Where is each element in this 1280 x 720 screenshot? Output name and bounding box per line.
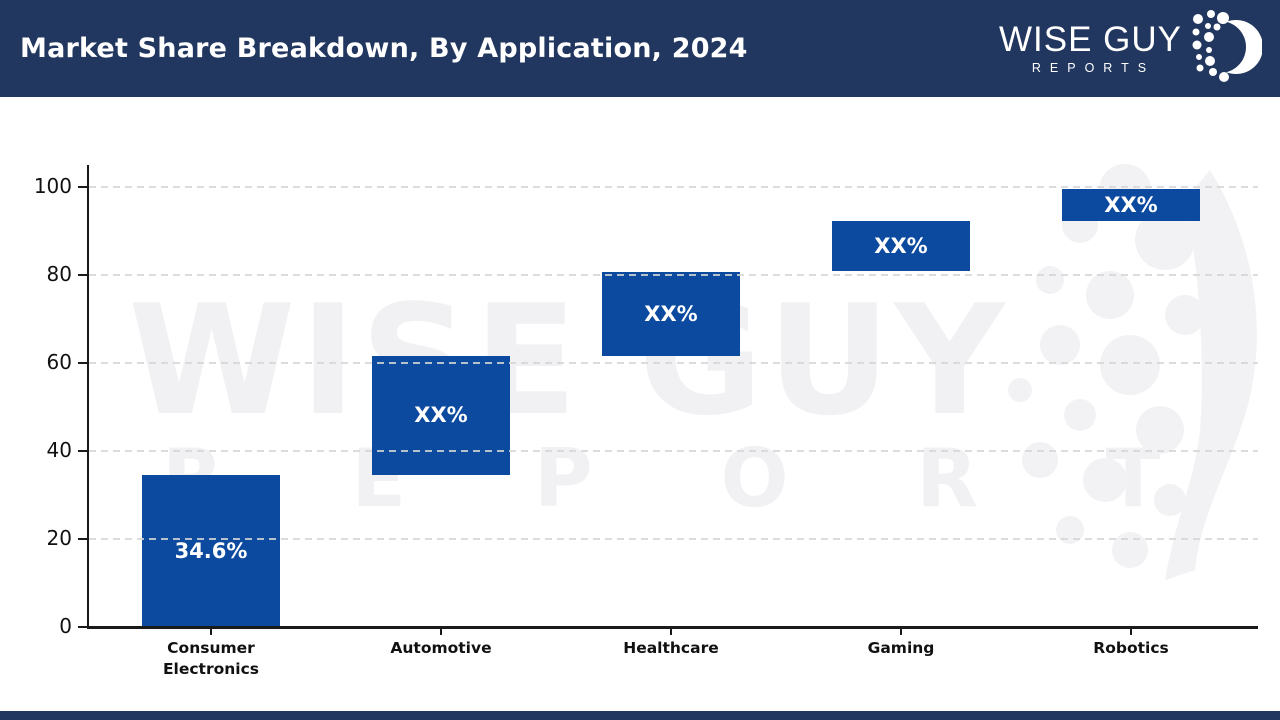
x-axis-line — [87, 626, 1258, 629]
wise-guy-logo: WISE GUY REPORTS — [999, 5, 1263, 93]
gridline-40 — [89, 450, 1258, 452]
gridline-60 — [89, 362, 1258, 364]
bar-gaming: XX% — [832, 221, 970, 272]
watermark-wise-guy: WISE GUY — [128, 272, 1009, 449]
x-tick-consumer-electronics — [210, 627, 212, 635]
y-tick-label-20: 20 — [46, 526, 72, 550]
bar-automotive: XX% — [372, 355, 510, 475]
x-label-robotics: Robotics — [1093, 639, 1169, 657]
bar-value-label-automotive: XX% — [414, 403, 468, 428]
x-tick-healthcare — [670, 627, 672, 635]
y-tick-40 — [78, 450, 87, 452]
y-tick-60 — [78, 362, 87, 364]
gridline-80 — [89, 274, 1258, 276]
bar-value-label-gaming: XX% — [874, 234, 928, 259]
logo-text: WISE GUY REPORTS — [999, 22, 1182, 75]
x-tick-robotics — [1130, 627, 1132, 635]
y-tick-20 — [78, 538, 87, 540]
bar-healthcare: XX% — [602, 271, 740, 356]
bar-robotics: XX% — [1062, 188, 1200, 221]
x-label-automotive: Automotive — [390, 639, 492, 657]
y-tick-label-40: 40 — [46, 438, 72, 462]
bar-value-label-robotics: XX% — [1104, 192, 1158, 217]
chart-title: Market Share Breakdown, By Application, … — [20, 33, 748, 64]
bar-value-label-consumer-electronics: 34.6% — [174, 538, 248, 563]
y-tick-0 — [78, 626, 87, 628]
gridline-20 — [89, 538, 1258, 540]
x-label-healthcare: Healthcare — [623, 639, 719, 657]
y-tick-label-100: 100 — [33, 174, 72, 198]
watermark-head-icon — [930, 130, 1260, 584]
gridline-100 — [89, 186, 1258, 188]
y-tick-100 — [78, 186, 87, 188]
bar-consumer-electronics: 34.6% — [142, 474, 280, 627]
logo-head-icon — [1184, 5, 1263, 93]
x-label-gaming: Gaming — [867, 639, 935, 657]
logo-name: WISE GUY — [998, 20, 1182, 60]
y-tick-80 — [78, 274, 87, 276]
x-tick-automotive — [440, 627, 442, 635]
y-tick-label-0: 0 — [59, 614, 72, 638]
y-axis-line — [87, 165, 89, 629]
bar-value-label-healthcare: XX% — [644, 301, 698, 326]
y-tick-label-80: 80 — [46, 262, 72, 286]
x-label-consumer-electronics: Consumer Electronics — [162, 639, 260, 678]
logo-subtitle: REPORTS — [1031, 61, 1156, 76]
y-tick-label-60: 60 — [46, 350, 72, 374]
x-tick-gaming — [900, 627, 902, 635]
footer-bar — [0, 711, 1280, 720]
header-bar: Market Share Breakdown, By Application, … — [0, 0, 1280, 97]
